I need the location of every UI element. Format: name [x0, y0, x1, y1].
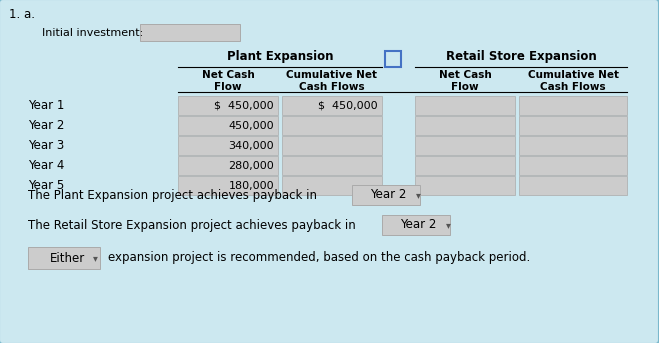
- Text: ▾: ▾: [416, 190, 420, 200]
- Text: expansion project is recommended, based on the cash payback period.: expansion project is recommended, based …: [108, 251, 530, 264]
- Bar: [178, 136, 278, 155]
- Bar: [415, 116, 515, 135]
- Text: Year 5: Year 5: [28, 179, 64, 192]
- Bar: [415, 136, 515, 155]
- Text: Net Cash
Flow: Net Cash Flow: [439, 70, 492, 92]
- Text: ▾: ▾: [92, 253, 98, 263]
- Bar: [519, 96, 627, 115]
- Text: ▾: ▾: [445, 220, 451, 230]
- Text: Year 2: Year 2: [28, 119, 65, 132]
- Bar: [415, 96, 515, 115]
- Text: Cumulative Net
Cash Flows: Cumulative Net Cash Flows: [527, 70, 619, 92]
- Bar: [282, 96, 382, 115]
- Bar: [28, 247, 100, 269]
- Text: Initial investment:: Initial investment:: [42, 28, 143, 38]
- Text: 340,000: 340,000: [229, 141, 274, 151]
- Bar: [282, 176, 382, 195]
- Bar: [415, 176, 515, 195]
- Bar: [282, 116, 382, 135]
- Text: Year 2: Year 2: [370, 189, 407, 201]
- Text: $  450,000: $ 450,000: [214, 100, 274, 110]
- Text: Retail Store Expansion: Retail Store Expansion: [445, 50, 596, 63]
- Bar: [519, 116, 627, 135]
- Bar: [519, 156, 627, 175]
- Bar: [178, 116, 278, 135]
- Bar: [140, 24, 240, 41]
- Text: 180,000: 180,000: [229, 180, 274, 190]
- Text: Cumulative Net
Cash Flows: Cumulative Net Cash Flows: [287, 70, 378, 92]
- Text: Year 3: Year 3: [28, 139, 64, 152]
- Text: 450,000: 450,000: [229, 120, 274, 130]
- Bar: [519, 136, 627, 155]
- Bar: [178, 156, 278, 175]
- Bar: [282, 156, 382, 175]
- Bar: [415, 156, 515, 175]
- Bar: [385, 51, 401, 67]
- Text: Year 4: Year 4: [28, 159, 65, 172]
- Text: Plant Expansion: Plant Expansion: [227, 50, 333, 63]
- Text: Either: Either: [50, 251, 85, 264]
- Text: $  450,000: $ 450,000: [318, 100, 378, 110]
- Text: The Plant Expansion project achieves payback in: The Plant Expansion project achieves pay…: [28, 189, 317, 201]
- Text: 280,000: 280,000: [228, 161, 274, 170]
- Bar: [178, 176, 278, 195]
- Text: 1. a.: 1. a.: [9, 8, 35, 21]
- Text: Year 1: Year 1: [28, 99, 65, 112]
- Bar: [282, 136, 382, 155]
- Text: Net Cash
Flow: Net Cash Flow: [202, 70, 254, 92]
- Bar: [352, 185, 420, 205]
- Bar: [382, 215, 450, 235]
- Text: The Retail Store Expansion project achieves payback in: The Retail Store Expansion project achie…: [28, 218, 356, 232]
- Bar: [178, 96, 278, 115]
- Bar: [519, 176, 627, 195]
- Text: Year 2: Year 2: [400, 218, 436, 232]
